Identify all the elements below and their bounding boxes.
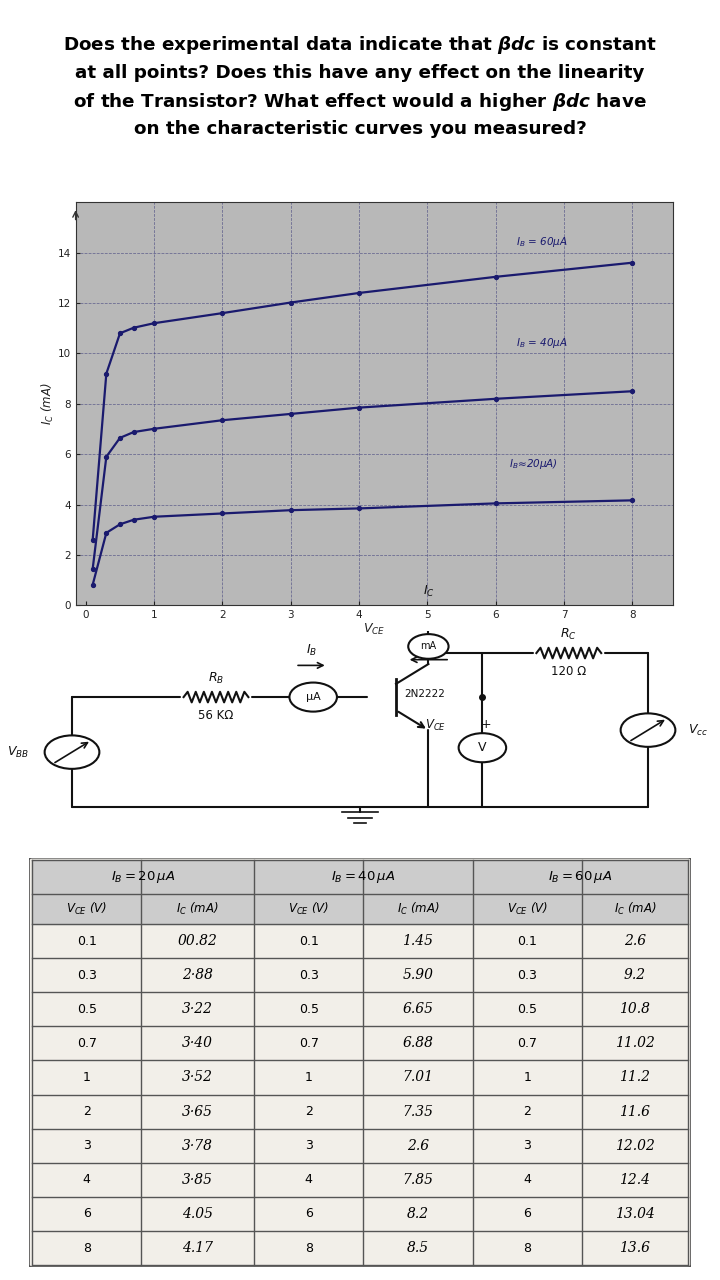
Text: 0.5: 0.5 [517,1002,537,1016]
Text: 0.7: 0.7 [299,1037,319,1050]
Text: V: V [478,741,487,754]
Text: 120 Ω: 120 Ω [552,666,586,678]
Text: 0.7: 0.7 [517,1037,537,1050]
Text: 12.4: 12.4 [619,1172,650,1187]
Text: 1.45: 1.45 [402,934,433,948]
Text: 8: 8 [305,1242,312,1254]
Text: 13.04: 13.04 [615,1207,654,1221]
Text: 2: 2 [83,1105,91,1119]
Text: 4.17: 4.17 [182,1242,213,1256]
Text: $V_{CE}$ (V): $V_{CE}$ (V) [507,901,548,918]
Text: 8: 8 [523,1242,531,1254]
Text: $I_B$ = 60$\mu$A: $I_B$ = 60$\mu$A [516,236,568,250]
Circle shape [289,682,337,712]
Text: 4: 4 [83,1174,91,1187]
Text: 2: 2 [305,1105,312,1119]
Text: 0.7: 0.7 [77,1037,96,1050]
Text: 3·78: 3·78 [182,1139,213,1153]
Text: $V_{CE}$ (V): $V_{CE}$ (V) [66,901,107,918]
Text: 0.5: 0.5 [299,1002,319,1016]
Text: 3: 3 [523,1139,531,1152]
Text: $I_B = 60\,\mu A$: $I_B = 60\,\mu A$ [548,869,613,884]
Text: $V_{BB}$: $V_{BB}$ [6,745,29,759]
Text: 4: 4 [305,1174,312,1187]
Text: $I_C$: $I_C$ [423,637,434,653]
Text: 11.6: 11.6 [619,1105,650,1119]
Text: 11.2: 11.2 [619,1070,650,1084]
Text: 0.1: 0.1 [299,934,319,947]
Text: 8.2: 8.2 [407,1207,429,1221]
Text: 8.5: 8.5 [407,1242,429,1256]
Text: 4: 4 [523,1174,531,1187]
Text: $V_{CE}$: $V_{CE}$ [426,718,446,733]
Text: 0.5: 0.5 [77,1002,96,1016]
Text: 0.3: 0.3 [299,969,319,982]
Text: 4.05: 4.05 [182,1207,213,1221]
Text: 7.35: 7.35 [402,1105,433,1119]
FancyBboxPatch shape [29,858,691,1267]
Text: 5.90: 5.90 [402,968,433,982]
Text: 2.6: 2.6 [407,1139,429,1153]
Text: 2.6: 2.6 [624,934,646,948]
Text: 7.85: 7.85 [402,1172,433,1187]
Text: 6.88: 6.88 [402,1037,433,1051]
Text: 1: 1 [83,1071,91,1084]
Circle shape [621,713,675,746]
Y-axis label: $I_C$ (mA): $I_C$ (mA) [40,383,56,425]
Text: $I_C$ (mA): $I_C$ (mA) [613,901,656,918]
Text: $V_{CE}$ (V): $V_{CE}$ (V) [288,901,329,918]
Text: 3: 3 [83,1139,91,1152]
Text: 2·88: 2·88 [182,968,213,982]
Text: $I_C$ (mA): $I_C$ (mA) [176,901,219,918]
Circle shape [408,634,449,659]
Text: 9.2: 9.2 [624,968,646,982]
Text: 11.02: 11.02 [615,1037,654,1051]
Text: $I_B$≈20$\mu$A): $I_B$≈20$\mu$A) [509,457,558,471]
Text: 3·22: 3·22 [182,1002,213,1016]
Circle shape [45,736,99,769]
X-axis label: $V_{CE}$: $V_{CE}$ [364,622,385,636]
Text: 00.82: 00.82 [178,934,217,948]
Text: $I_B = 20\,\mu A$: $I_B = 20\,\mu A$ [111,869,175,884]
Text: 1: 1 [523,1071,531,1084]
Text: 6: 6 [305,1207,312,1220]
Text: $I_B$: $I_B$ [306,644,318,658]
Text: 7.01: 7.01 [402,1070,433,1084]
Text: 0.1: 0.1 [517,934,537,947]
Text: 0.3: 0.3 [77,969,96,982]
Text: +: + [481,718,491,731]
Text: 10.8: 10.8 [619,1002,650,1016]
Text: 0.3: 0.3 [517,969,537,982]
Text: 6: 6 [83,1207,91,1220]
Text: $I_B = 40\,\mu A$: $I_B = 40\,\mu A$ [331,869,395,884]
Circle shape [459,733,506,763]
Text: 2: 2 [523,1105,531,1119]
Text: $I_C$: $I_C$ [423,584,434,599]
Text: 3: 3 [305,1139,312,1152]
Text: 3·52: 3·52 [182,1070,213,1084]
Text: $I_B$ = 40$\mu$A: $I_B$ = 40$\mu$A [516,335,568,349]
Text: $V_{cc}$: $V_{cc}$ [688,723,708,737]
Text: 3·65: 3·65 [182,1105,213,1119]
Text: μA: μA [306,692,320,703]
Text: $I_C$ (mA): $I_C$ (mA) [397,901,439,918]
Text: 13.6: 13.6 [619,1242,650,1256]
Text: 3·40: 3·40 [182,1037,213,1051]
Text: mA: mA [420,641,436,652]
Text: Does the experimental data indicate that $\bfit{\beta dc}$ is constant
at all po: Does the experimental data indicate that… [63,35,657,138]
Text: 6: 6 [523,1207,531,1220]
Text: 8: 8 [83,1242,91,1254]
Text: 0.1: 0.1 [77,934,96,947]
Text: 1: 1 [305,1071,312,1084]
Text: 3·85: 3·85 [182,1172,213,1187]
Text: $R_C$: $R_C$ [560,627,577,643]
Text: $R_B$: $R_B$ [208,671,224,686]
Text: 2N2222: 2N2222 [405,689,446,699]
Text: 6.65: 6.65 [402,1002,433,1016]
Text: 56 KΩ: 56 KΩ [198,709,234,722]
Text: 12.02: 12.02 [615,1139,654,1153]
